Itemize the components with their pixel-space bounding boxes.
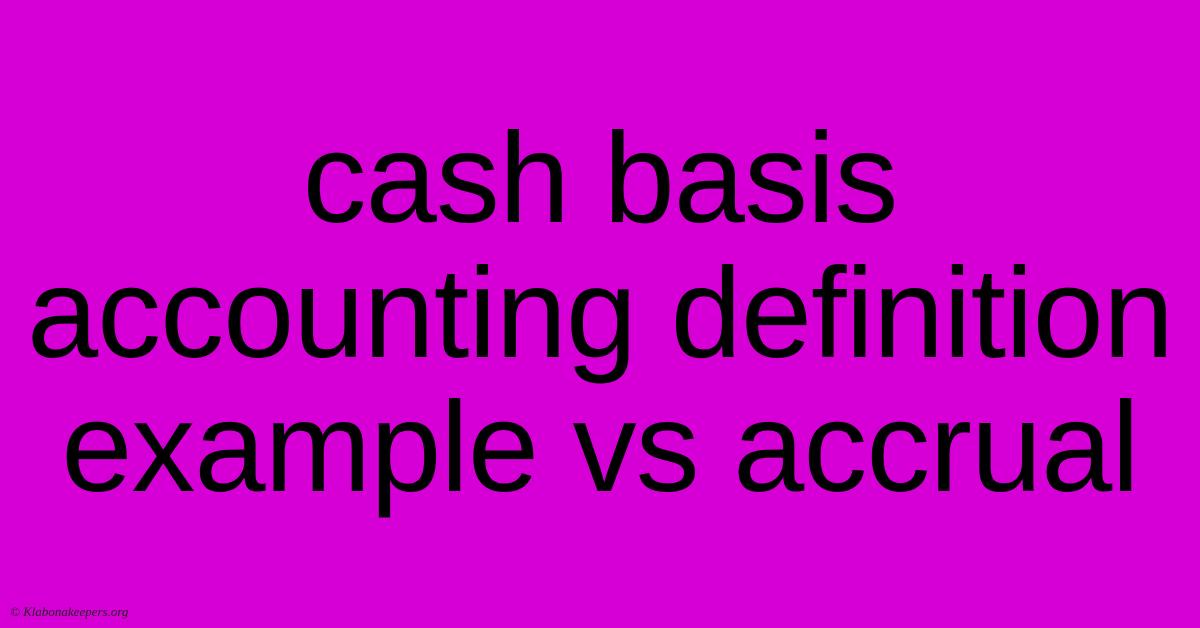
attribution-text: © Klabonakeepers.org [10,604,128,620]
image-canvas: cash basis accounting definition example… [0,0,1200,628]
headline-text: cash basis accounting definition example… [10,112,1190,515]
